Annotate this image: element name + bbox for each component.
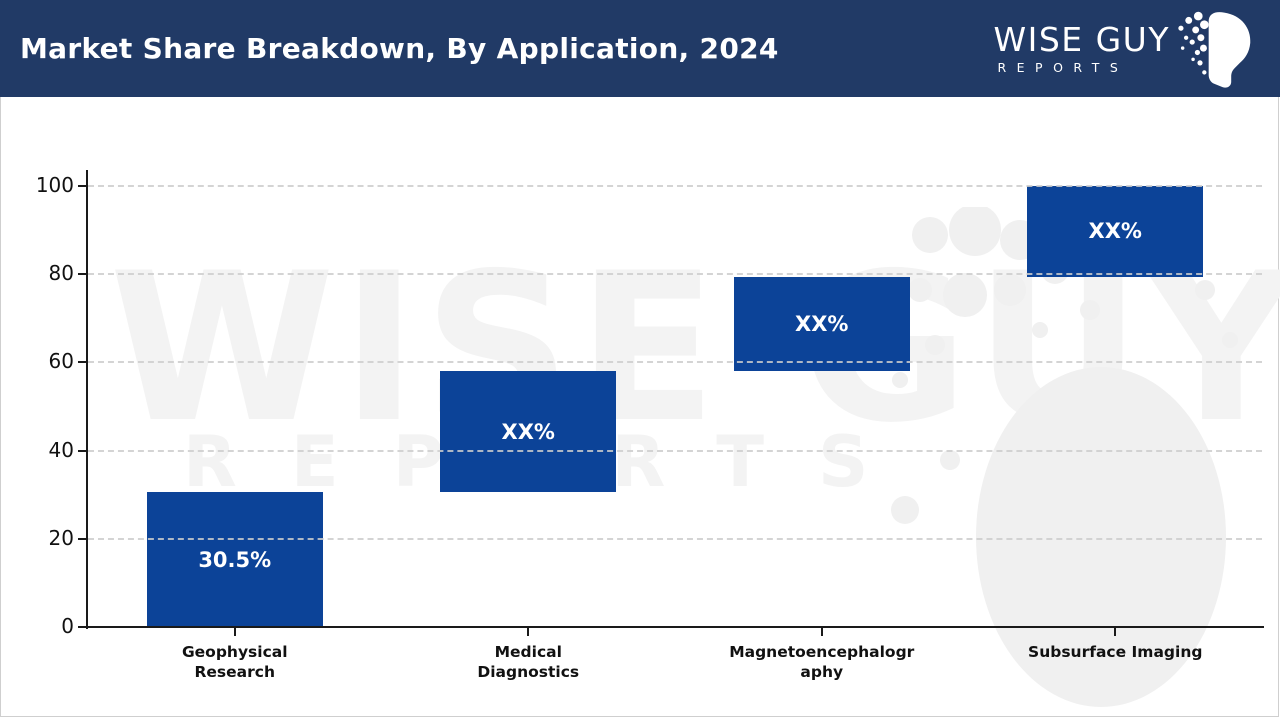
wiseguy-logo: WISE GUY REPORTS [993, 7, 1252, 91]
bar-geophysical-research: 30.5% [146, 492, 323, 627]
y-tick-20 [78, 537, 86, 540]
category-label-line: Diagnostics [477, 663, 580, 682]
bar-value-label: XX% [1088, 219, 1142, 244]
logo-face-icon [1178, 11, 1251, 88]
gridline-20 [88, 537, 1262, 540]
gridline-40 [88, 449, 1262, 452]
page-title: Market Share Breakdown, By Application, … [20, 32, 779, 65]
category-label-line: Subsurface Imaging [1028, 643, 1203, 661]
y-tick-label-20: 20 [48, 525, 74, 550]
y-tick-40 [78, 449, 86, 452]
y-tick-60 [78, 361, 86, 364]
logo-subtext: REPORTS [997, 59, 1129, 75]
category-label-line: Geophysical [181, 643, 288, 661]
x-tick-1 [233, 628, 236, 636]
header: Market Share Breakdown, By Application, … [0, 0, 1280, 97]
y-tick-label-0: 0 [61, 614, 74, 638]
bar-magnetoencephalography: XX% [733, 276, 910, 372]
chart-canvas: WISE GUY REPORTS 30.5%XX%XX%XX%020406080… [0, 97, 1280, 717]
category-label-magnetoencephalography: Magnetoencephalogr aphy [675, 642, 969, 682]
x-tick-2 [527, 628, 530, 636]
watermark-face-pattern [891, 207, 1238, 707]
y-tick-100 [78, 185, 86, 187]
category-label-line: aphy [800, 663, 844, 682]
bar-subsurface-imaging: XX% [1027, 186, 1204, 277]
category-label-line: Medical [494, 643, 562, 661]
bar-value-label: XX% [795, 312, 849, 337]
category-label-subsurface-imaging: Subsurface Imaging [969, 642, 1263, 662]
bar-value-label: 30.5% [198, 547, 272, 572]
y-axis-line [86, 170, 88, 629]
logo-wordmark: WISE GUY [993, 19, 1170, 59]
category-label-geophysical-research: Geophysical Research [88, 642, 382, 682]
logo-text: WISE GUY REPORTS [993, 23, 1170, 75]
y-tick-label-40: 40 [48, 437, 74, 462]
bar-value-label: XX% [501, 419, 555, 444]
x-tick-3 [820, 628, 823, 636]
category-label-medical-diagnostics: Medical Diagnostics [382, 642, 676, 682]
x-axis-line [86, 626, 1264, 628]
gridline-80 [88, 273, 1262, 276]
bar-medical-diagnostics: XX% [440, 371, 617, 493]
y-tick-label-80: 80 [48, 261, 74, 286]
gridline-60 [88, 361, 1262, 364]
y-tick-80 [78, 273, 86, 276]
plot-area: 30.5% XX% XX% XX% 0 20 40 60 80 100 Geophysical Res… [36, 170, 1264, 681]
category-label-line: Magnetoencephalogr [729, 643, 915, 661]
x-tick-4 [1114, 628, 1117, 636]
category-label-line: Research [194, 663, 275, 682]
y-tick-0 [78, 626, 86, 628]
y-tick-label-100: 100 [35, 173, 74, 197]
y-tick-label-60: 60 [48, 349, 74, 374]
gridline-100 [88, 185, 1262, 187]
